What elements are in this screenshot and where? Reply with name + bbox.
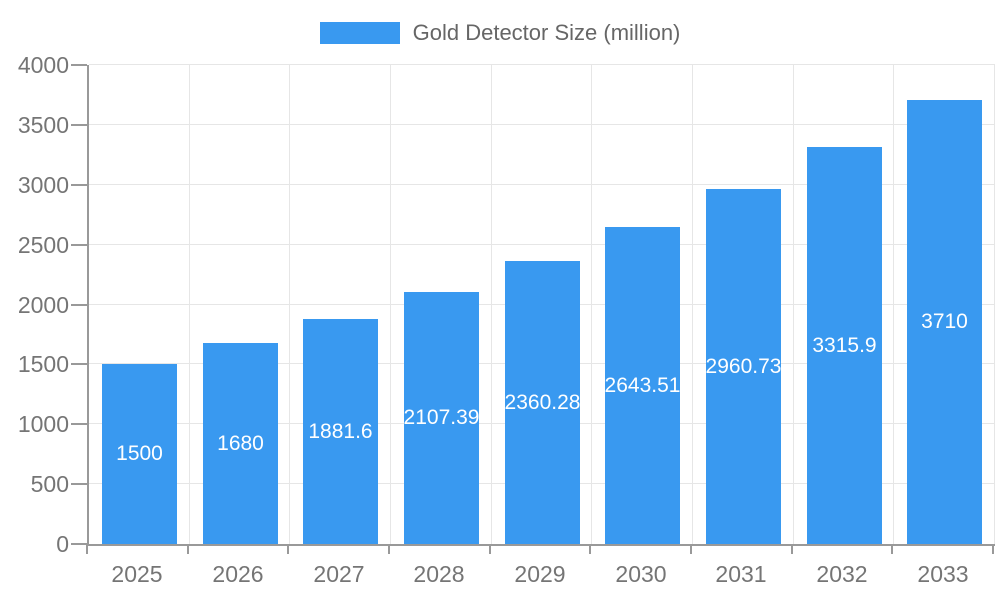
bar-value-label: 2643.51 [605, 373, 680, 397]
bar-2031: 2960.73 [706, 189, 781, 544]
x-axis-tick [388, 544, 390, 554]
x-axis-tick [86, 544, 88, 554]
y-axis-tick [71, 543, 87, 545]
x-axis-label-2031: 2031 [715, 561, 767, 587]
y-axis-label: 0 [56, 531, 69, 557]
gridline-vertical [491, 65, 492, 544]
gridline-vertical [994, 65, 995, 544]
x-axis-label-2030: 2030 [615, 561, 667, 587]
legend: Gold Detector Size (million) [0, 20, 1000, 46]
bar-value-label: 1680 [217, 431, 264, 455]
bar-2027: 1881.6 [303, 319, 378, 544]
gridline-vertical [390, 65, 391, 544]
y-axis-tick [71, 363, 87, 365]
bar-value-label: 3710 [921, 310, 968, 333]
gridline-horizontal [89, 183, 995, 185]
y-axis-tick [71, 483, 87, 485]
x-axis-label-2033: 2033 [917, 561, 969, 587]
gridline-horizontal [89, 123, 995, 125]
x-axis-tick [690, 544, 692, 554]
bar-2033: 3710 [907, 100, 982, 544]
y-axis-label: 500 [30, 471, 69, 497]
gridline-horizontal [89, 64, 995, 65]
bar-value-label: 2107.39 [404, 406, 479, 429]
bar-2030: 2643.51 [605, 227, 680, 544]
gridline-vertical [189, 65, 190, 544]
x-axis-label-2028: 2028 [413, 561, 465, 587]
gridline-vertical [793, 65, 794, 544]
gridline-vertical [289, 65, 290, 544]
x-axis-label-2025: 2025 [111, 561, 163, 587]
x-axis-tick [589, 544, 591, 554]
y-axis-tick [71, 124, 87, 126]
y-axis-tick [71, 64, 87, 66]
bar-2029: 2360.28 [505, 261, 580, 544]
x-axis-label-2027: 2027 [313, 561, 365, 587]
plot-area: 1500 1680 1881.6 2107.39 2360.28 2643.51 2960.… [87, 64, 995, 546]
x-axis-tick [287, 544, 289, 554]
bar-2028: 2107.39 [404, 292, 479, 544]
y-axis-label: 4000 [17, 52, 69, 78]
x-axis-label-2029: 2029 [514, 561, 566, 587]
y-axis-tick [71, 184, 87, 186]
x-axis-label-2026: 2026 [212, 561, 264, 587]
x-axis-tick [187, 544, 189, 554]
bar-value-label: 1500 [116, 442, 163, 465]
y-axis-label: 3500 [17, 112, 69, 138]
y-axis-label: 2000 [17, 292, 69, 318]
x-axis-tick [891, 544, 893, 554]
y-axis-tick [71, 244, 87, 246]
bar-2025: 1500 [102, 364, 177, 544]
bar-value-label: 3315.9 [812, 333, 877, 357]
y-axis-label: 2500 [17, 232, 69, 258]
bar-2032: 3315.9 [807, 147, 882, 544]
x-axis-tick [992, 544, 994, 554]
y-axis-label: 1000 [17, 411, 69, 437]
x-axis-label-2032: 2032 [816, 561, 868, 587]
legend-swatch [319, 22, 400, 44]
y-axis-tick [71, 423, 87, 425]
gridline-vertical [893, 65, 894, 544]
y-axis-label: 3000 [17, 172, 69, 198]
bar-value-label: 1881.6 [308, 419, 373, 443]
gridline-vertical [591, 65, 592, 544]
gridline-vertical [692, 65, 693, 544]
bar-2026: 1680 [203, 343, 278, 544]
gridline-horizontal [89, 243, 995, 245]
bar-value-label: 2960.73 [706, 354, 781, 378]
x-axis-tick [791, 544, 793, 554]
y-axis-label: 1500 [17, 351, 69, 377]
bar-value-label: 2360.28 [505, 390, 580, 414]
x-axis-tick [489, 544, 491, 554]
legend-label: Gold Detector Size (million) [412, 20, 681, 45]
y-axis-tick [71, 304, 87, 306]
